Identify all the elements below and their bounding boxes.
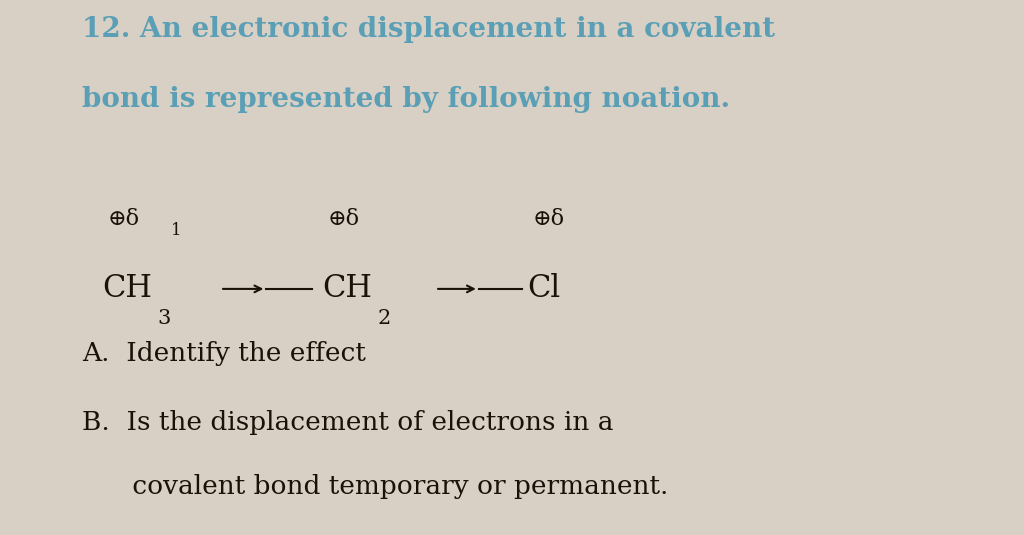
Text: CH: CH xyxy=(102,273,153,304)
Text: 12. An electronic displacement in a covalent: 12. An electronic displacement in a cova… xyxy=(82,16,775,43)
Text: ⊕δ: ⊕δ xyxy=(532,208,564,230)
Text: ⊕δ: ⊕δ xyxy=(328,208,359,230)
Text: Cl: Cl xyxy=(527,273,560,304)
Text: covalent bond temporary or permanent.: covalent bond temporary or permanent. xyxy=(82,475,669,499)
Text: CH: CH xyxy=(323,273,373,304)
Text: ⊕δ: ⊕δ xyxy=(108,208,139,230)
Text: B.  Is the displacement of electrons in a: B. Is the displacement of electrons in a xyxy=(82,410,613,435)
Text: bond is represented by following noation.: bond is represented by following noation… xyxy=(82,86,730,112)
Text: 1: 1 xyxy=(171,222,181,239)
Text: 2: 2 xyxy=(378,309,391,328)
Text: 3: 3 xyxy=(158,309,171,328)
Text: A.  Identify the effect: A. Identify the effect xyxy=(82,341,366,365)
